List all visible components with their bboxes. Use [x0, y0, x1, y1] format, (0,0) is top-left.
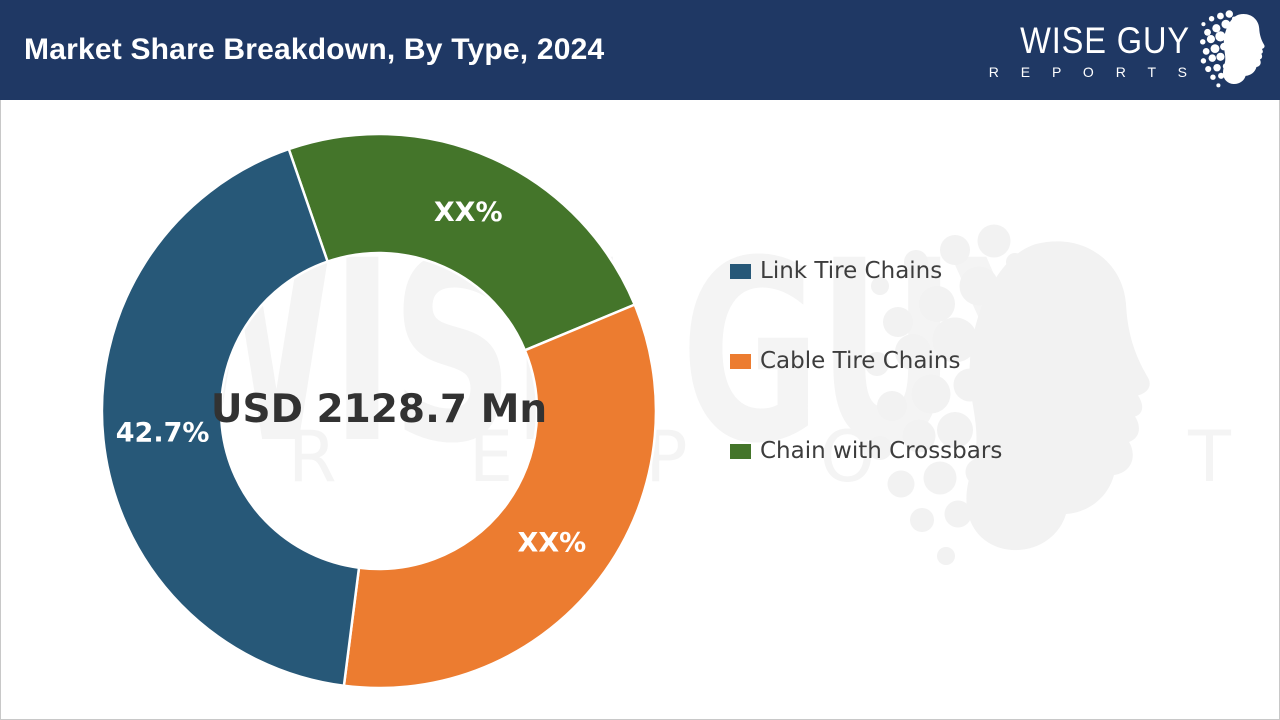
- brand-logo: WISE GUY R E P O R T S: [989, 0, 1266, 100]
- chart-legend: Link Tire Chains Cable Tire Chains Chain w…: [730, 246, 1002, 516]
- chart-area: WISE GUY R E P O R T S XX%XX%42.7% USD 2…: [0, 100, 1280, 720]
- legend-label: Cable Tire Chains: [760, 347, 961, 374]
- brand-logo-text: WISE GUY R E P O R T S: [989, 20, 1196, 80]
- slice-label-chain-with-crossbars: XX%: [434, 197, 503, 228]
- legend-swatch-icon: [730, 263, 751, 279]
- pie-slice-link-tire-chains: [100, 147, 361, 688]
- slice-label-link-tire-chains: 42.7%: [116, 418, 210, 449]
- legend-item-chain-with-crossbars: Chain with Crossbars: [730, 426, 1002, 476]
- page-title: Market Share Breakdown, By Type, 2024: [24, 33, 605, 66]
- brand-wordmark: WISE GUY: [1019, 20, 1190, 61]
- pie-slice-cable-tire-chains: [342, 303, 658, 690]
- legend-swatch-icon: [730, 443, 751, 459]
- legend-label: Link Tire Chains: [760, 257, 943, 284]
- header: Market Share Breakdown, By Type, 2024 WI…: [0, 0, 1280, 100]
- chart-center-value: USD 2128.7 Mn: [210, 387, 548, 432]
- legend-label: Chain with Crossbars: [760, 437, 1003, 464]
- brand-face-icon: [1198, 9, 1266, 91]
- brand-tagline: R E P O R T S: [988, 64, 1196, 80]
- legend-item-link-tire-chains: Link Tire Chains: [730, 246, 1002, 296]
- donut-chart: XX% XX% 42.7%: [100, 132, 658, 690]
- slice-label-cable-tire-chains: XX%: [518, 527, 587, 558]
- legend-swatch-icon: [730, 353, 751, 369]
- legend-item-cable-tire-chains: Cable Tire Chains: [730, 336, 1002, 386]
- pie-slice-chain-with-crossbars: [287, 132, 636, 352]
